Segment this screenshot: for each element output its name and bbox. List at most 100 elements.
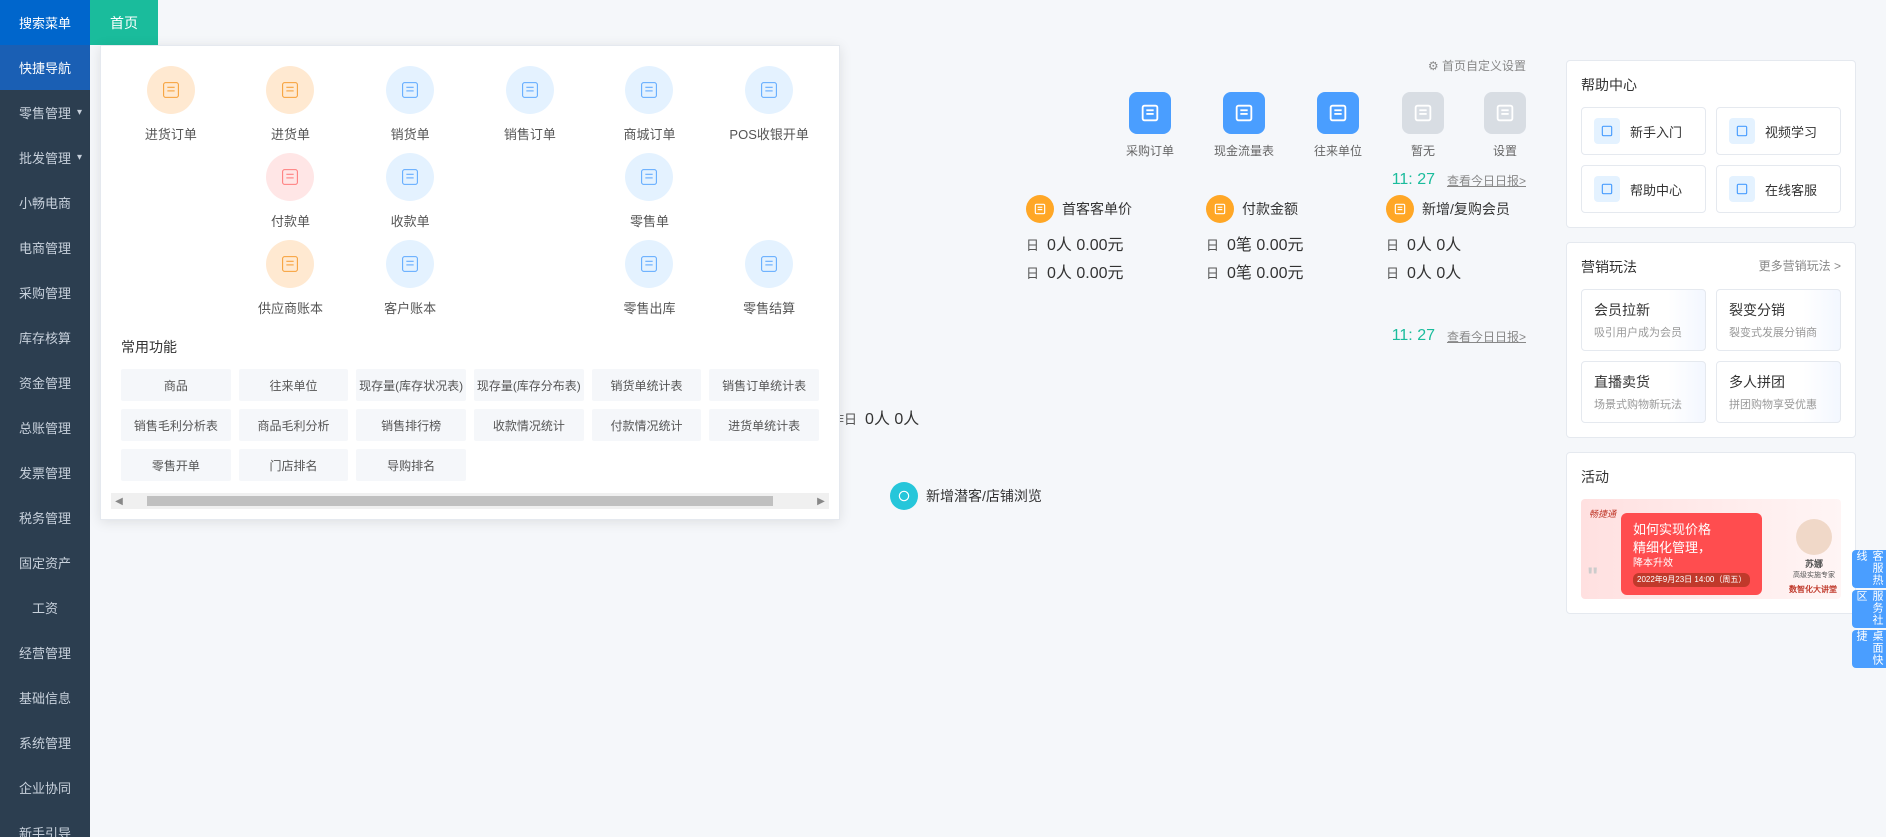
common-btn-11[interactable]: 进货单统计表 bbox=[709, 409, 819, 441]
common-btn-0[interactable]: 商品 bbox=[121, 369, 231, 401]
metric-1: 付款金额日0笔 0.00元日0笔 0.00元 bbox=[1206, 195, 1346, 287]
common-btn-4[interactable]: 销货单统计表 bbox=[592, 369, 702, 401]
scroll-track[interactable]: ◀ ▶ bbox=[111, 493, 829, 509]
shortcut-1[interactable]: 现金流量表 bbox=[1214, 92, 1274, 159]
mkt-desc: 场景式购物新玩法 bbox=[1594, 396, 1693, 412]
flow-label: POS收银开单 bbox=[729, 124, 808, 143]
sidebar-item-8[interactable]: 资金管理 bbox=[0, 360, 90, 405]
sidebar-item-9[interactable]: 总账管理 bbox=[0, 405, 90, 450]
flow-item-2-5[interactable]: 零售结算 bbox=[709, 240, 829, 317]
help-item-3[interactable]: 在线客服 bbox=[1716, 165, 1841, 213]
flow-item-0-5[interactable]: POS收银开单 bbox=[709, 66, 829, 143]
sidebar-item-12[interactable]: 固定资产 bbox=[0, 540, 90, 585]
flow-item-1-1[interactable]: 付款单 bbox=[231, 153, 351, 230]
scroll-right-icon[interactable]: ▶ bbox=[813, 496, 829, 507]
sidebar-item-3[interactable]: 批发管理▾ bbox=[0, 135, 90, 180]
flow-item-2-4[interactable]: 零售出库 bbox=[590, 240, 710, 317]
metric-0: 首客客单价日0人 0.00元日0人 0.00元 bbox=[1026, 195, 1166, 287]
common-btn-6[interactable]: 销售毛利分析表 bbox=[121, 409, 231, 441]
shortcut-0[interactable]: 采购订单 bbox=[1126, 92, 1174, 159]
help-item-1[interactable]: 视频学习 bbox=[1716, 107, 1841, 155]
metric-2: 新增/复购会员日0人 0人日0人 0人 bbox=[1386, 195, 1526, 287]
help-icon bbox=[1729, 176, 1755, 202]
flow-label: 供应商账本 bbox=[258, 298, 323, 317]
common-btn-1[interactable]: 往来单位 bbox=[239, 369, 349, 401]
flow-item-2-2[interactable]: 客户账本 bbox=[350, 240, 470, 317]
sidebar-item-0[interactable]: 搜索菜单 bbox=[0, 0, 90, 45]
mkt-item-3[interactable]: 多人拼团拼团购物享受优惠 bbox=[1716, 361, 1841, 423]
flow-item-1-4[interactable]: 零售单 bbox=[590, 153, 710, 230]
common-btn-12[interactable]: 零售开单 bbox=[121, 449, 231, 481]
sidebar-item-1[interactable]: 快捷导航 bbox=[0, 45, 90, 90]
common-btn-9[interactable]: 收款情况统计 bbox=[474, 409, 584, 441]
common-btn-3[interactable]: 现存量(库存分布表) bbox=[474, 369, 584, 401]
sidebar-item-16[interactable]: 系统管理 bbox=[0, 720, 90, 765]
quote-icon: " bbox=[1587, 563, 1598, 591]
help-item-0[interactable]: 新手入门 bbox=[1581, 107, 1706, 155]
shortcut-3[interactable]: 暂无 bbox=[1402, 92, 1444, 159]
flow-item-2-1[interactable]: 供应商账本 bbox=[231, 240, 351, 317]
shortcut-label: 现金流量表 bbox=[1214, 142, 1274, 159]
common-btn-2[interactable]: 现存量(库存状况表) bbox=[356, 369, 466, 401]
common-btn-14[interactable]: 导购排名 bbox=[356, 449, 466, 481]
shortcut-2[interactable]: 往来单位 bbox=[1314, 92, 1362, 159]
sidebar-item-18[interactable]: 新手引导 bbox=[0, 810, 90, 837]
common-btn-7[interactable]: 商品毛利分析 bbox=[239, 409, 349, 441]
flow-label: 收款单 bbox=[391, 211, 430, 230]
scroll-thumb[interactable] bbox=[147, 496, 773, 506]
flow-item-0-2[interactable]: 销货单 bbox=[350, 66, 470, 143]
sidebar-item-5[interactable]: 电商管理 bbox=[0, 225, 90, 270]
flow-icon bbox=[386, 240, 434, 288]
float-btn-2[interactable]: 桌面快捷 bbox=[1852, 630, 1886, 668]
metric-icon bbox=[1386, 195, 1414, 223]
sidebar-item-17[interactable]: 企业协同 bbox=[0, 765, 90, 810]
sidebar-item-6[interactable]: 采购管理 bbox=[0, 270, 90, 315]
shortcut-label: 暂无 bbox=[1411, 142, 1435, 159]
float-btn-1[interactable]: 服务社区 bbox=[1852, 590, 1886, 628]
report-link-1[interactable]: 查看今日日报> bbox=[1447, 172, 1526, 189]
scroll-left-icon[interactable]: ◀ bbox=[111, 496, 127, 507]
activity-banner[interactable]: 畅捷通 " 如何实现价格 精细化管理， 降本升效 2022年9月23日 14:0… bbox=[1581, 499, 1841, 599]
shortcut-icon bbox=[1317, 92, 1359, 134]
common-btn-13[interactable]: 门店排名 bbox=[239, 449, 349, 481]
flow-item-0-1[interactable]: 进货单 bbox=[231, 66, 351, 143]
metric-icon bbox=[1026, 195, 1054, 223]
float-btn-0[interactable]: 客服热线 bbox=[1852, 550, 1886, 588]
sidebar-item-2[interactable]: 零售管理▾ bbox=[0, 90, 90, 135]
tab-home[interactable]: 首页 bbox=[90, 0, 158, 45]
avatar bbox=[1796, 519, 1832, 555]
flow-icon bbox=[266, 240, 314, 288]
shortcut-4[interactable]: 设置 bbox=[1484, 92, 1526, 159]
shortcut-label: 采购订单 bbox=[1126, 142, 1174, 159]
sidebar-item-11[interactable]: 税务管理 bbox=[0, 495, 90, 540]
quick-nav-popup: 进货订单进货单销货单 销售订单商城订单 POS收银开单付款单收款单 零售单供应商账本 客… bbox=[100, 45, 840, 520]
common-btn-5[interactable]: 销售订单统计表 bbox=[709, 369, 819, 401]
sidebar-item-4[interactable]: 小畅电商 bbox=[0, 180, 90, 225]
common-btn-8[interactable]: 销售排行榜 bbox=[356, 409, 466, 441]
sidebar-item-13[interactable]: 工资 bbox=[0, 585, 90, 630]
time-2: 11: 27 bbox=[1392, 327, 1435, 345]
flow-icon bbox=[625, 240, 673, 288]
sidebar-item-15[interactable]: 基础信息 bbox=[0, 675, 90, 720]
activity-title: 活动 bbox=[1581, 467, 1609, 487]
sidebar-item-10[interactable]: 发票管理 bbox=[0, 450, 90, 495]
report-link-2[interactable]: 查看今日日报> bbox=[1447, 328, 1526, 345]
flow-label: 销货单 bbox=[391, 124, 430, 143]
flow-item-1-2[interactable]: 收款单 bbox=[350, 153, 470, 230]
mkt-item-0[interactable]: 会员拉新吸引用户成为会员 bbox=[1581, 289, 1706, 351]
help-item-2[interactable]: 帮助中心 bbox=[1581, 165, 1706, 213]
mkt-more[interactable]: 更多营销玩法 > bbox=[1759, 257, 1841, 277]
flow-item-0-0[interactable]: 进货订单 bbox=[111, 66, 231, 143]
mkt-item-2[interactable]: 直播卖货场景式购物新玩法 bbox=[1581, 361, 1706, 423]
tab-bar: 首页 bbox=[90, 0, 158, 45]
mkt-item-1[interactable]: 裂变分销裂变式发展分销商 bbox=[1716, 289, 1841, 351]
flow-item-0-4[interactable]: 商城订单 bbox=[590, 66, 710, 143]
shortcut-icon bbox=[1223, 92, 1265, 134]
flow-label: 客户账本 bbox=[384, 298, 436, 317]
common-btn-10[interactable]: 付款情况统计 bbox=[592, 409, 702, 441]
sidebar-item-7[interactable]: 库存核算 bbox=[0, 315, 90, 360]
flow-item-0-3[interactable]: 销售订单 bbox=[470, 66, 590, 143]
flow-icon bbox=[625, 153, 673, 201]
sidebar-item-14[interactable]: 经营管理 bbox=[0, 630, 90, 675]
yesterday-3: 昨日0人 0人 bbox=[831, 405, 919, 429]
